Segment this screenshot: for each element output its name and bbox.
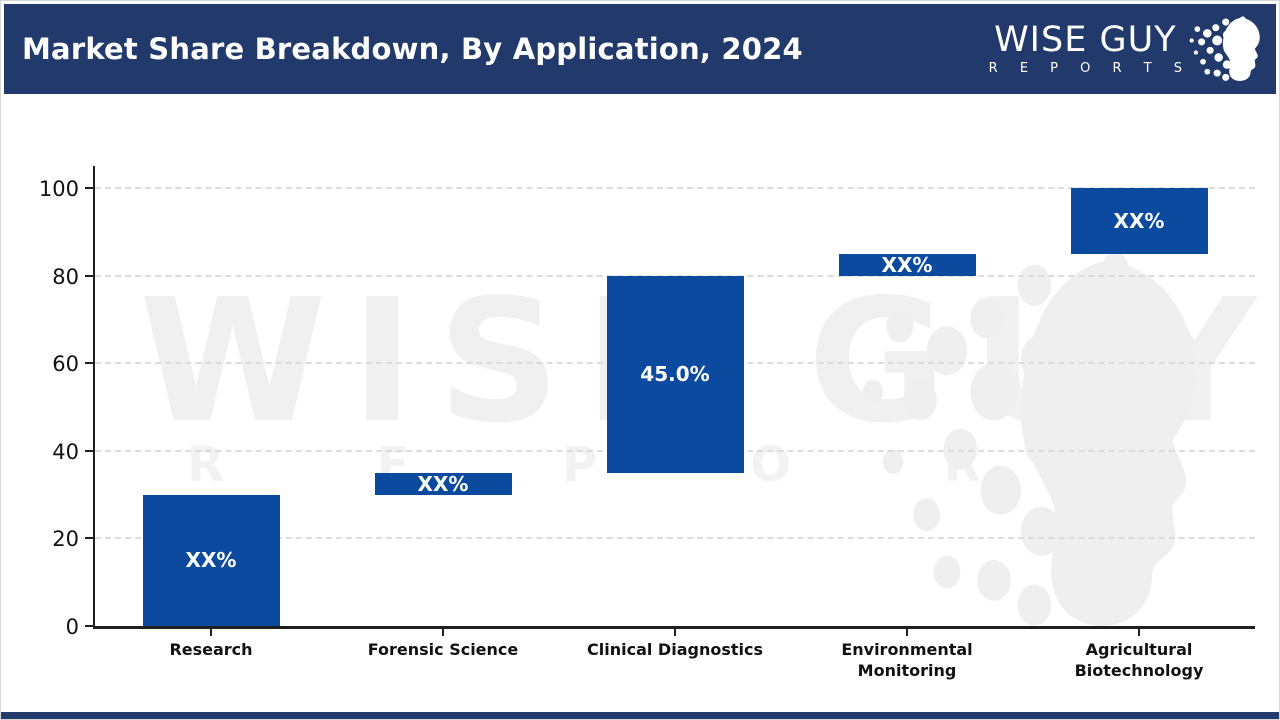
bar: XX% (1070, 188, 1208, 254)
x-category-label: Clinical Diagnostics (587, 640, 763, 659)
bar: XX% (142, 494, 280, 626)
y-tick-mark (85, 362, 95, 365)
bar-value-label: XX% (881, 252, 933, 277)
page-title: Market Share Breakdown, By Application, … (22, 32, 803, 66)
x-category-label: Environmental Monitoring (841, 640, 973, 680)
y-tick-label: 60 (52, 352, 79, 377)
y-tick-label: 100 (38, 177, 79, 201)
y-tick-mark (85, 625, 95, 627)
bar: XX% (838, 252, 976, 277)
plot-area: 0 20 40 60 80 100 XX% Research XX% Forensic Scien… (39, 166, 1255, 680)
x-tick-mark (442, 629, 444, 636)
wiseguy-logo-text: WISE GUY R E P O R T S (989, 20, 1182, 76)
bar-value-label: 45.0% (640, 362, 710, 387)
y-tick-label: 20 (52, 527, 79, 552)
x-category-label: Agricultural Biotechnology (1074, 640, 1204, 680)
y-gridline (95, 187, 1255, 189)
x-tick-mark (1138, 629, 1140, 636)
bar: XX% (374, 471, 512, 496)
bar-value-label: XX% (1113, 208, 1165, 233)
y-gridline (95, 537, 1255, 540)
bar-value-label: XX% (185, 548, 237, 573)
x-tick-mark (210, 629, 212, 636)
footer-band (1, 712, 1279, 719)
y-tick-mark (85, 537, 95, 540)
x-category-label: Forensic Science (367, 640, 519, 659)
bar: 45.0% (606, 275, 744, 473)
y-tick-label: 80 (52, 264, 79, 289)
x-tick-mark (674, 629, 676, 636)
y-tick-label: 40 (52, 439, 79, 464)
x-tick-mark (906, 629, 908, 636)
bar-value-label: XX% (417, 471, 469, 496)
y-tick-mark (85, 187, 95, 189)
logo-subtitle: R E P O R T S (988, 61, 1191, 76)
y-tick-mark (85, 274, 95, 277)
y-tick-mark (85, 449, 95, 452)
logo-wordmark: WISE GUY (994, 20, 1177, 60)
wiseguy-head-icon (1189, 16, 1260, 81)
wiseguy-logo: WISE GUY R E P O R T S (989, 4, 1264, 94)
x-category-label: Research (169, 640, 253, 659)
y-tick-label: 0 (65, 615, 79, 639)
header-band: Market Share Breakdown, By Application, … (4, 4, 1276, 94)
